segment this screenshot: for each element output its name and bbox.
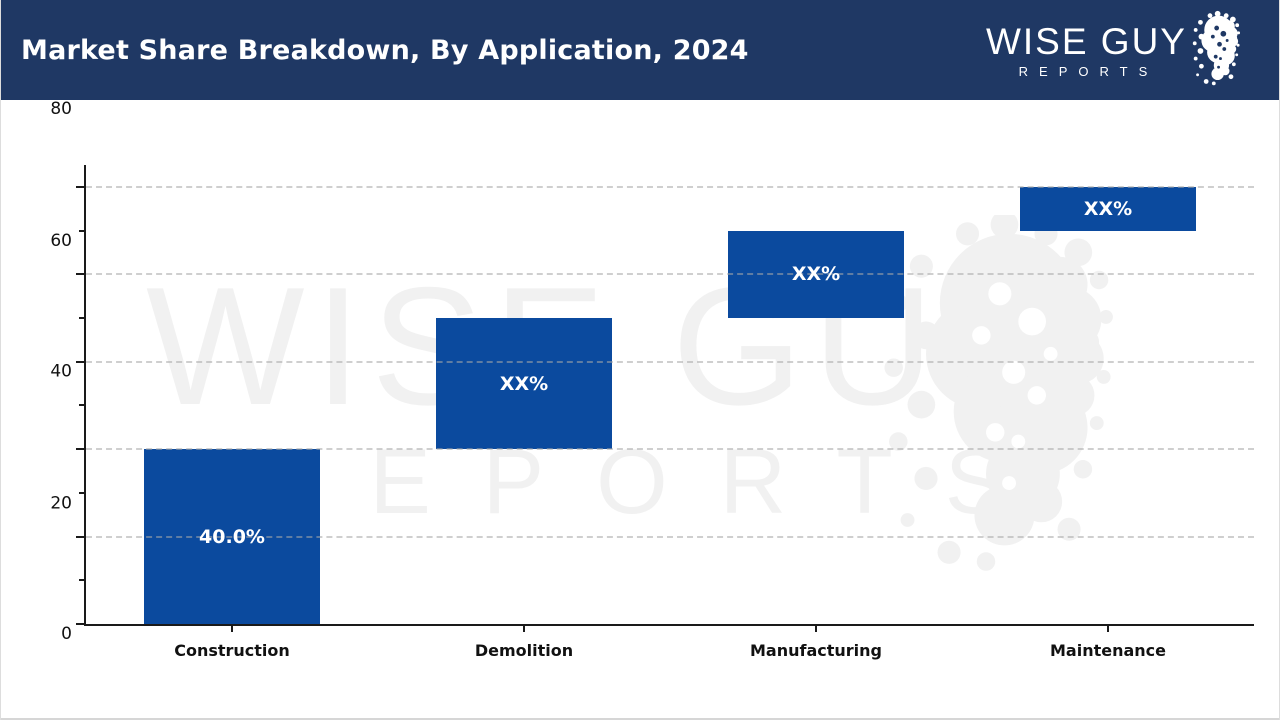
gridline-80 xyxy=(86,273,1254,276)
y-axis-minor-tick xyxy=(79,317,84,319)
y-axis-tick-label: 60 xyxy=(50,230,72,251)
gridline-20 xyxy=(86,535,1254,538)
x-axis-tick xyxy=(523,624,525,632)
bar-value-label: XX% xyxy=(1083,197,1133,220)
chart-area: WISE GUY REPORTS 02040608010040.0%Constr… xyxy=(1,99,1279,720)
y-axis-tick xyxy=(76,535,84,538)
y-axis-tick-label: 80 xyxy=(50,99,72,120)
y-axis-tick xyxy=(76,448,84,451)
bar-value-label: XX% xyxy=(499,372,549,395)
gridline-100 xyxy=(86,185,1254,188)
y-axis-minor-tick xyxy=(79,229,84,232)
y-axis-tick-label: 20 xyxy=(50,492,72,513)
x-axis-tick xyxy=(1107,624,1109,632)
header-bar: Market Share Breakdown, By Application, … xyxy=(1,0,1279,100)
watermark-head-icon xyxy=(884,215,1113,571)
y-axis-line xyxy=(84,165,86,626)
plot-area: 02040608010040.0%ConstructionXX%Demoliti… xyxy=(50,99,1254,660)
watermark-line2: REPORTS xyxy=(251,431,1059,533)
y-axis-tick xyxy=(76,185,84,188)
x-axis-category-label: Manufacturing xyxy=(750,641,882,660)
brand-subtitle: REPORTS xyxy=(1018,63,1159,79)
bar-value-label: XX% xyxy=(791,263,841,286)
x-axis-line xyxy=(84,624,1254,626)
x-axis-category-label: Maintenance xyxy=(1049,641,1167,660)
dotted-head-logo-icon xyxy=(1192,10,1241,86)
y-axis-tick xyxy=(76,273,84,276)
x-axis-tick xyxy=(815,624,817,632)
y-axis-minor-tick xyxy=(79,491,84,494)
bar-value-label: 40.0% xyxy=(199,525,265,548)
y-axis-tick-label: 100 xyxy=(40,0,72,405)
y-axis-tick xyxy=(76,623,84,625)
y-axis-minor-tick xyxy=(79,579,84,582)
y-axis-minor-tick xyxy=(79,404,84,407)
x-axis-category-label: Construction xyxy=(174,641,290,660)
bar-maintenance xyxy=(1020,186,1196,231)
bar-demolition xyxy=(436,318,612,450)
brand-text: WISE GUY REPORTS xyxy=(986,23,1187,78)
x-axis-tick xyxy=(231,624,233,632)
page-title: Market Share Breakdown, By Application, … xyxy=(21,34,749,66)
brand-name: WISE GUY xyxy=(985,20,1187,62)
y-axis-tick-label: 40 xyxy=(50,361,72,382)
x-axis-category-label: Demolition xyxy=(474,641,574,660)
brand-logo: WISE GUY REPORTS xyxy=(986,10,1251,90)
gridline-40 xyxy=(86,448,1254,451)
gridline-60 xyxy=(86,360,1254,363)
y-axis-tick xyxy=(76,360,84,363)
